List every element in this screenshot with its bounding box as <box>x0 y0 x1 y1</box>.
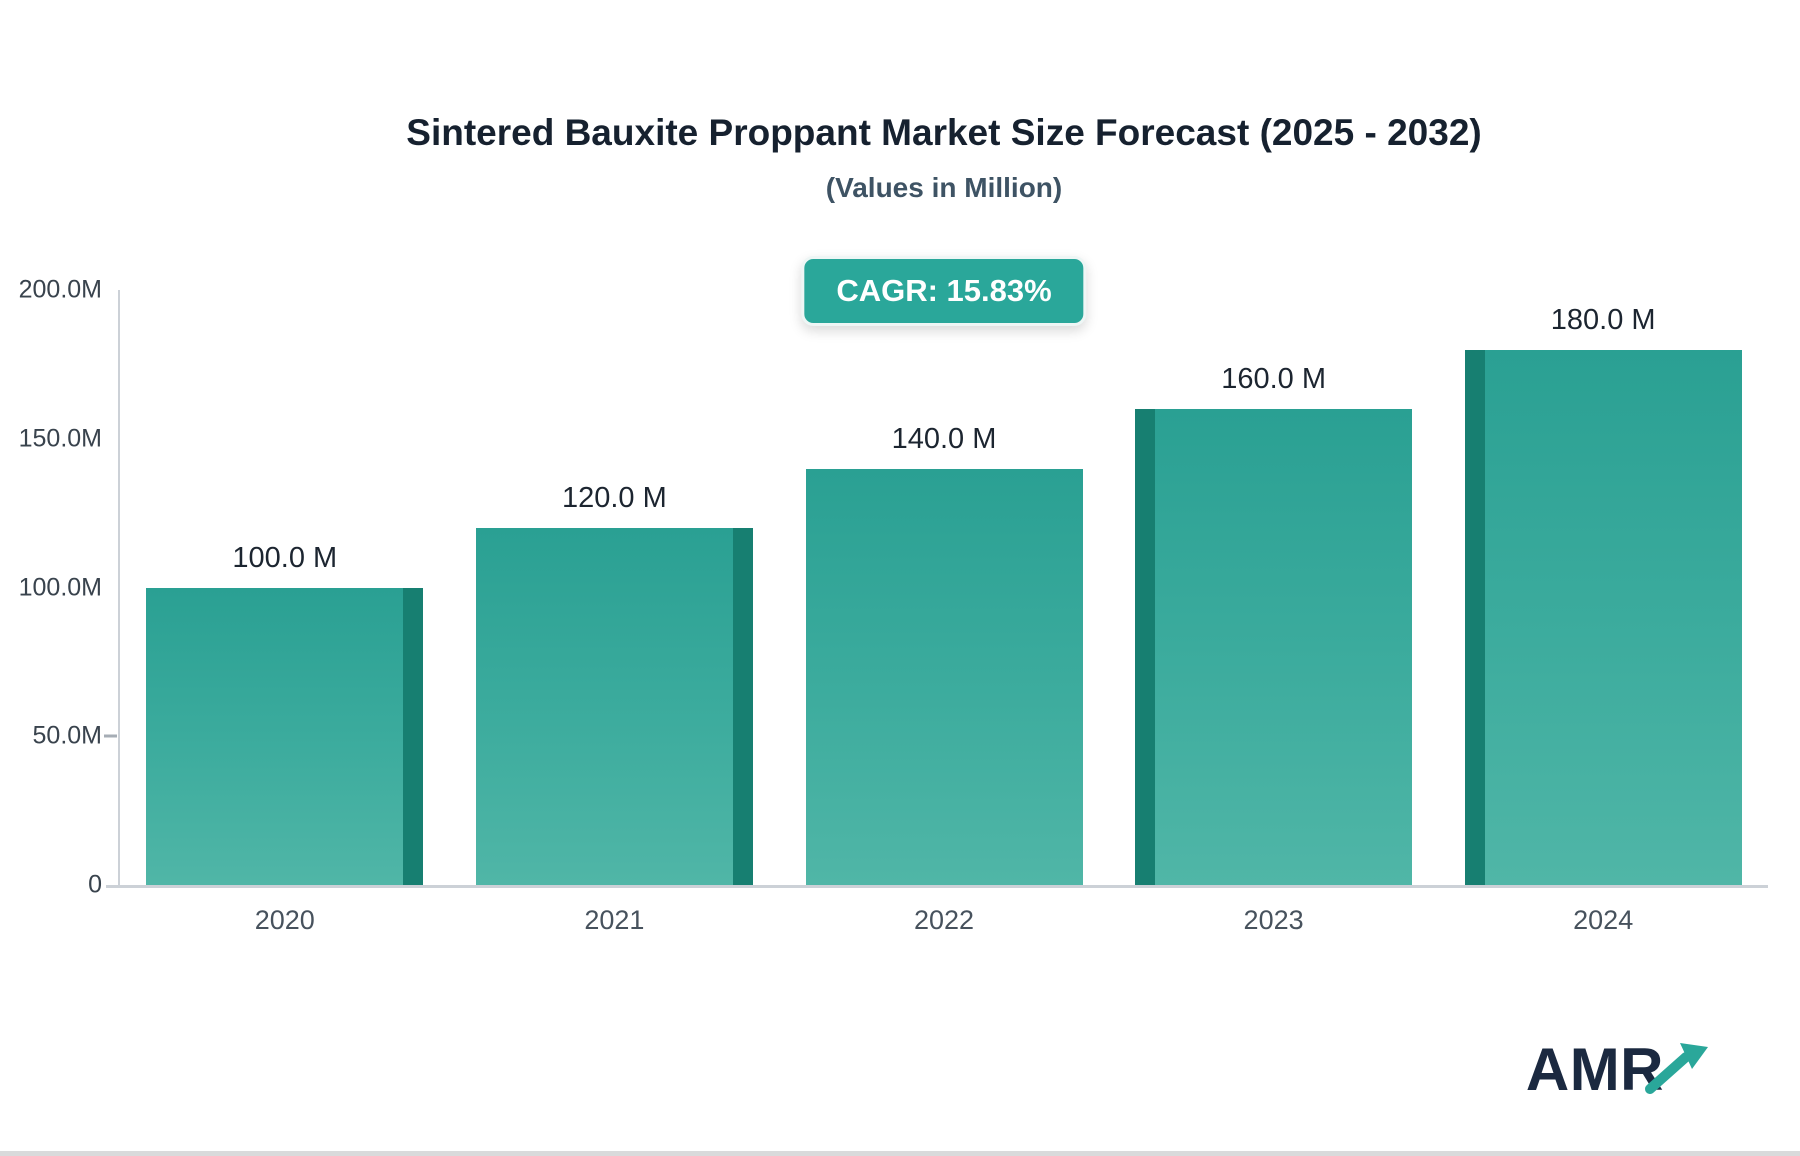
x-axis-label: 2021 <box>584 905 645 935</box>
bar-2021: 120.0 M <box>475 482 753 885</box>
y-axis-label: 200.0M <box>18 275 102 304</box>
bar-side-shade <box>1135 409 1156 885</box>
bar-value-label: 180.0 M <box>1550 303 1656 336</box>
bar-value-label: 160.0 M <box>1221 363 1326 395</box>
bar-value-label: 100.0 M <box>232 541 338 574</box>
bar-side-shade <box>1464 349 1485 885</box>
x-axis-label: 2023 <box>1243 905 1304 935</box>
bar-2020: 100.0 M <box>146 542 424 885</box>
chart-title: Sintered Bauxite Proppant Market Size Fo… <box>406 112 1482 153</box>
y-axis-label: 50.0M <box>32 721 102 750</box>
y-axis-line <box>118 290 120 885</box>
bar-value-label: 140.0 M <box>891 422 997 455</box>
amr-logo: AMR <box>1526 1035 1710 1104</box>
amr-logo-text: AMR <box>1525 1036 1664 1103</box>
bar-side-shade <box>403 587 424 885</box>
page-bottom-edge <box>0 1151 1800 1156</box>
chart-subtitle: (Values in Million) <box>825 172 1063 203</box>
x-axis-label: 2022 <box>913 905 975 935</box>
y-axis-label: 0 <box>88 870 102 899</box>
y-axis-label: 100.0M <box>18 573 102 601</box>
bar-2023: 160.0 M <box>1135 363 1413 885</box>
bar-value-label: 120.0 M <box>561 482 667 514</box>
y-axis: 200.0M 150.0M 100.0M 50.0M 0 <box>0 276 118 899</box>
y-axis-tick-mark <box>104 734 117 738</box>
bar-2024: 180.0 M <box>1464 304 1742 885</box>
x-axis-line <box>106 885 1768 888</box>
y-axis-label: 150.0M <box>18 424 102 453</box>
bar-2022: 140.0 M <box>805 423 1083 885</box>
growth-arrow-icon <box>1644 1037 1710 1100</box>
plot-area: 100.0 M 2020 120.0 M 2021 140.0 M 2022 160.0 M… <box>104 290 1768 935</box>
cagr-badge: CAGR: 15.83% <box>801 256 1087 326</box>
x-axis-label: 2024 <box>1573 905 1634 935</box>
bar-side-shade <box>732 528 753 885</box>
x-axis-label: 2020 <box>254 905 315 935</box>
